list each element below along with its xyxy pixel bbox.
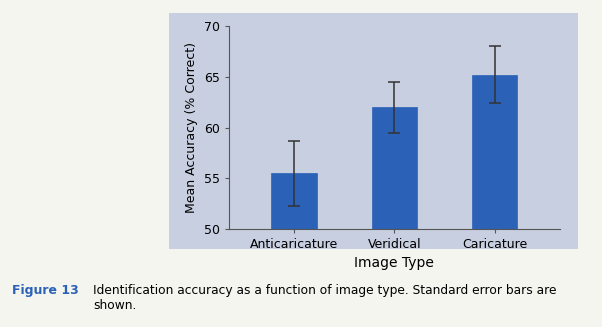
X-axis label: Image Type: Image Type <box>355 256 434 270</box>
Text: Identification accuracy as a function of image type. Standard error bars are
sho: Identification accuracy as a function of… <box>93 284 557 313</box>
Bar <box>372 107 417 229</box>
Bar <box>472 75 517 229</box>
Y-axis label: Mean Accuracy (% Correct): Mean Accuracy (% Correct) <box>185 42 198 213</box>
Text: Figure 13: Figure 13 <box>12 284 79 298</box>
Bar <box>272 173 317 229</box>
